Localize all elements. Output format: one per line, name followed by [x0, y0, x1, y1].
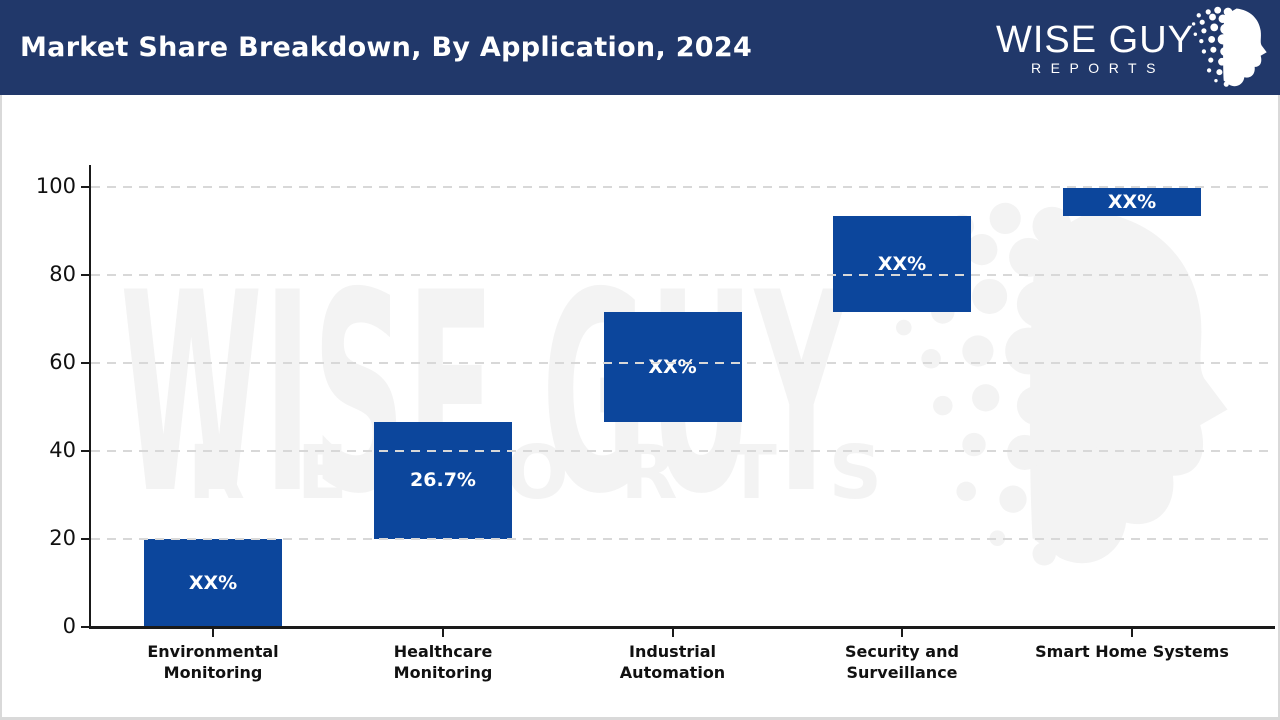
gridline-40 — [91, 450, 1270, 452]
bar-segment-1: XX% — [144, 539, 282, 627]
y-axis-line — [89, 165, 91, 629]
y-tick-100 — [81, 186, 90, 188]
x-tick-5 — [1131, 629, 1133, 637]
logo-wordmark: WISE GUY — [995, 19, 1194, 61]
y-tick-20 — [81, 538, 90, 540]
bar-value-label: XX% — [877, 252, 927, 275]
x-category-label: Smart Home Systems — [1035, 642, 1229, 661]
x-tick-4 — [901, 629, 903, 637]
x-category-label: Environmental Monitoring — [147, 642, 279, 682]
y-tick-label-80: 80 — [49, 262, 76, 286]
gridline-60 — [91, 362, 1270, 364]
bar-segment-4: XX% — [833, 216, 971, 312]
y-tick-0 — [81, 626, 90, 628]
logo-face-icon — [1191, 6, 1267, 87]
gridline-20 — [91, 538, 1270, 540]
logo-text: WISE GUY REPORTS — [996, 20, 1194, 76]
x-tick-2 — [442, 629, 444, 637]
gridline-100 — [91, 186, 1270, 188]
gridline-80 — [91, 274, 1270, 276]
x-tick-1 — [212, 629, 214, 637]
y-tick-label-40: 40 — [49, 438, 76, 462]
y-tick-label-60: 60 — [49, 350, 76, 374]
y-tick-label-100: 100 — [35, 174, 76, 198]
watermark-subtitle: REPORTS — [188, 430, 935, 516]
x-axis-line — [89, 626, 1275, 629]
logo-subtitle: REPORTS — [1031, 60, 1165, 76]
x-category-label: Healthcare Monitoring — [393, 642, 493, 682]
bar-segment-5: XX% — [1063, 187, 1201, 217]
x-tick-3 — [671, 629, 674, 637]
x-category-label: Security and Surveillance — [845, 642, 959, 682]
y-tick-60 — [81, 362, 90, 364]
bar-value-label: XX% — [648, 355, 697, 378]
bar-value-label: XX% — [188, 572, 238, 594]
y-tick-label-0: 0 — [62, 614, 76, 638]
y-tick-40 — [81, 450, 90, 452]
y-tick-label-20: 20 — [49, 526, 76, 550]
bar-value-label: 26.7% — [410, 469, 476, 492]
bar-segment-3: XX% — [603, 311, 742, 422]
bar-segment-2: 26.7% — [374, 421, 512, 539]
chart-title: Market Share Breakdown, By Application, … — [20, 32, 753, 63]
y-tick-80 — [81, 274, 90, 276]
bar-value-label: XX% — [1107, 190, 1157, 213]
wiseguy-logo: WISE GUY REPORTS — [996, 2, 1272, 94]
header-banner: Market Share Breakdown, By Application, … — [0, 0, 1280, 95]
x-category-label: Industrial Automation — [619, 642, 726, 682]
